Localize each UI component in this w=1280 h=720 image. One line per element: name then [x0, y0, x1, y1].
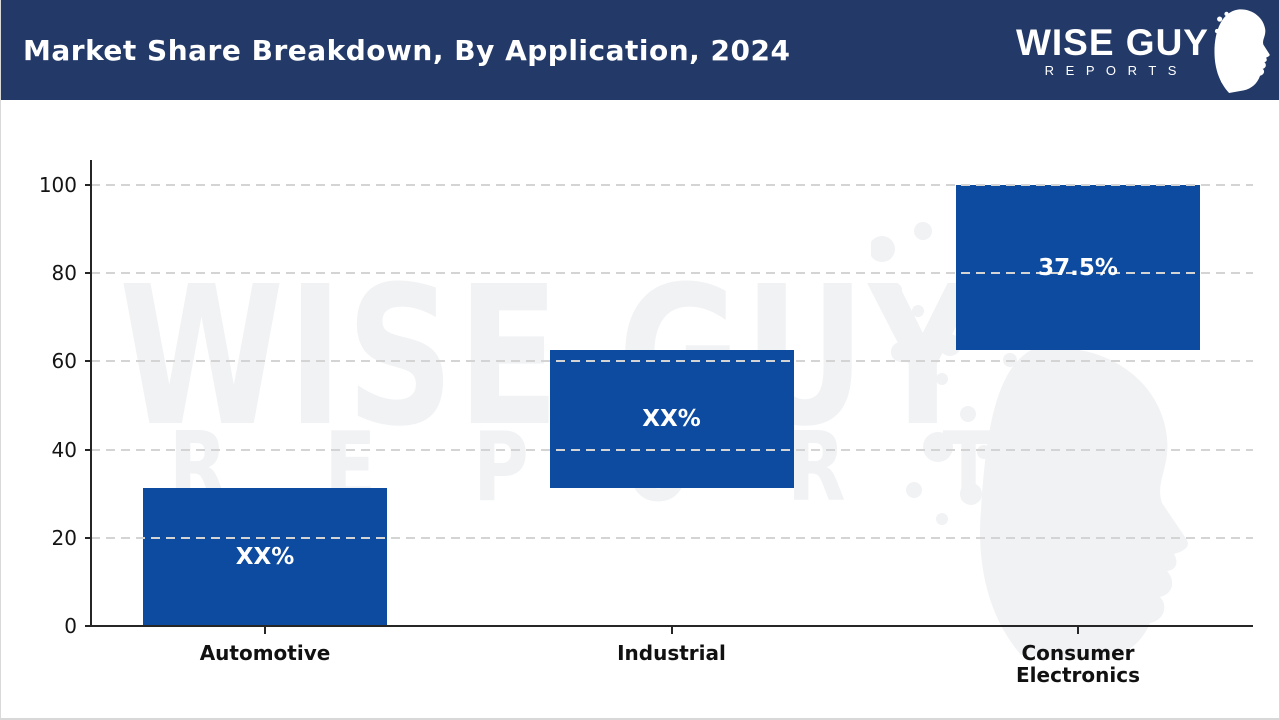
- bar-value-label: XX%: [642, 406, 701, 433]
- logo-wordmark: WISE GUY: [1015, 21, 1209, 63]
- y-tick-mark: [85, 272, 91, 275]
- y-tick-mark: [85, 360, 91, 363]
- gridline: [91, 272, 1253, 275]
- x-tick-mark: [1077, 627, 1079, 634]
- x-category-label: Consumer Electronics: [1016, 641, 1140, 687]
- y-tick-label: 20: [51, 525, 77, 550]
- x-axis: [90, 625, 1253, 627]
- watermark-wordmark: WISE GUY: [119, 246, 981, 469]
- bar-value-label: 37.5%: [1038, 254, 1118, 281]
- bar-value-label: XX%: [235, 544, 295, 571]
- page-title: Market Share Breakdown, By Application, …: [23, 33, 791, 67]
- logo-face-icon: [1214, 9, 1270, 93]
- header-bar: Market Share Breakdown, By Application, …: [1, 0, 1279, 100]
- y-tick-label: 40: [51, 437, 77, 462]
- logo-text: WISE GUY R E P O R T S: [1016, 24, 1209, 77]
- gridline: [91, 360, 1253, 363]
- logo: WISE GUY R E P O R T S: [1016, 0, 1273, 100]
- x-category-label: Industrial: [617, 641, 726, 665]
- bar-segment: [143, 488, 387, 626]
- gridline: [91, 448, 1253, 451]
- x-tick-mark: [670, 627, 673, 634]
- bar-segment: [549, 350, 794, 489]
- y-tick-label: 60: [51, 349, 77, 374]
- y-tick-mark: [85, 625, 91, 627]
- y-tick-mark: [85, 536, 91, 539]
- y-axis: [90, 160, 92, 627]
- y-tick-label: 0: [64, 614, 77, 638]
- gridline: [91, 536, 1253, 539]
- watermark-face-graphic: [871, 222, 1188, 660]
- x-tick-mark: [264, 627, 266, 634]
- logo-subtitle: R E P O R T S: [1044, 62, 1181, 78]
- y-tick-label: 80: [51, 261, 77, 286]
- y-tick-mark: [85, 184, 91, 186]
- y-tick-mark: [85, 448, 91, 451]
- y-tick-label: 100: [38, 173, 77, 197]
- x-category-label: Automotive: [199, 641, 331, 665]
- gridline: [91, 184, 1253, 186]
- bar-segment: [956, 185, 1200, 351]
